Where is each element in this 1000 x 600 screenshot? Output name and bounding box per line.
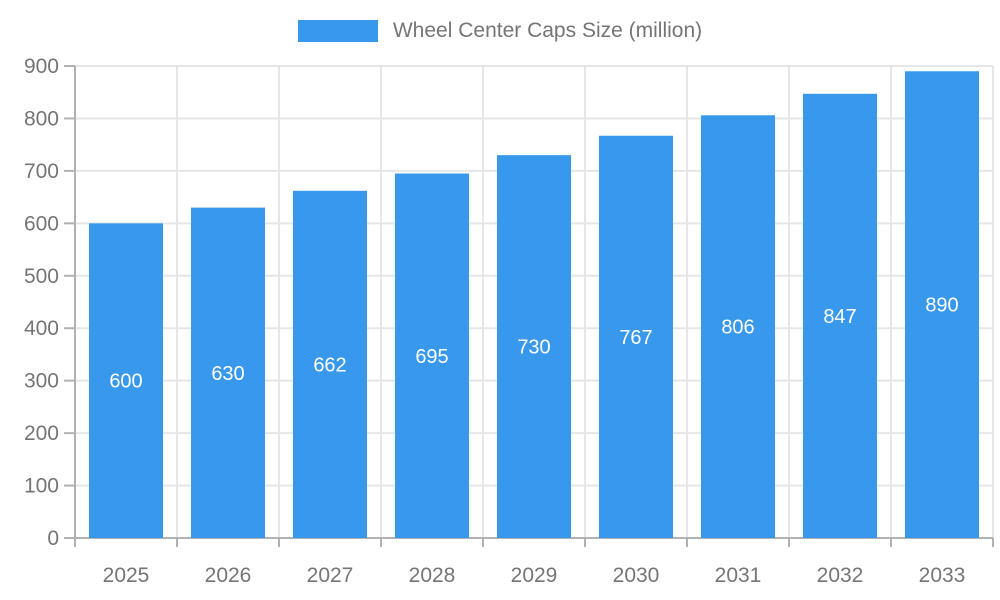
x-tick-label: 2033 (919, 564, 966, 587)
x-tick-label: 2025 (103, 564, 150, 587)
y-tick-label: 200 (24, 422, 59, 445)
y-tick-label: 300 (24, 370, 59, 393)
bar-value-label: 730 (517, 337, 550, 359)
x-tick-label: 2027 (307, 564, 354, 587)
y-tick-label: 700 (24, 160, 59, 183)
y-tick-label: 600 (24, 212, 59, 235)
bar-value-label: 847 (823, 306, 856, 328)
bar[interactable] (905, 71, 979, 538)
bar[interactable] (803, 93, 877, 538)
bar[interactable] (293, 190, 367, 538)
bar-value-label: 630 (211, 363, 244, 385)
bar[interactable] (395, 173, 469, 538)
bar[interactable] (599, 135, 673, 539)
y-tick-label: 800 (24, 107, 59, 130)
legend: Wheel Center Caps Size (million) (0, 17, 1000, 45)
bar-value-label: 662 (313, 354, 346, 376)
bar-value-label: 806 (721, 317, 754, 339)
bar-value-label: 600 (109, 371, 142, 393)
x-tick-label: 2028 (409, 564, 456, 587)
bar[interactable] (701, 115, 775, 538)
legend-swatch[interactable] (297, 20, 378, 42)
y-tick-label: 100 (24, 475, 59, 498)
y-tick-label: 0 (47, 527, 59, 550)
legend-label[interactable]: Wheel Center Caps Size (million) (392, 19, 703, 42)
x-tick-label: 2029 (511, 564, 558, 587)
x-tick-label: 2032 (817, 564, 864, 587)
bar-value-label: 767 (619, 327, 652, 349)
x-tick-label: 2026 (205, 564, 252, 587)
x-tick-label: 2030 (613, 564, 660, 587)
y-tick-label: 500 (24, 265, 59, 288)
y-tick-label: 400 (24, 317, 59, 340)
y-tick-label: 900 (24, 55, 59, 78)
x-tick-label: 2031 (715, 564, 762, 587)
bar[interactable] (191, 207, 265, 538)
bar-value-label: 890 (925, 295, 958, 317)
bar[interactable] (89, 223, 163, 539)
bar[interactable] (497, 155, 571, 538)
bar-value-label: 695 (415, 346, 448, 368)
